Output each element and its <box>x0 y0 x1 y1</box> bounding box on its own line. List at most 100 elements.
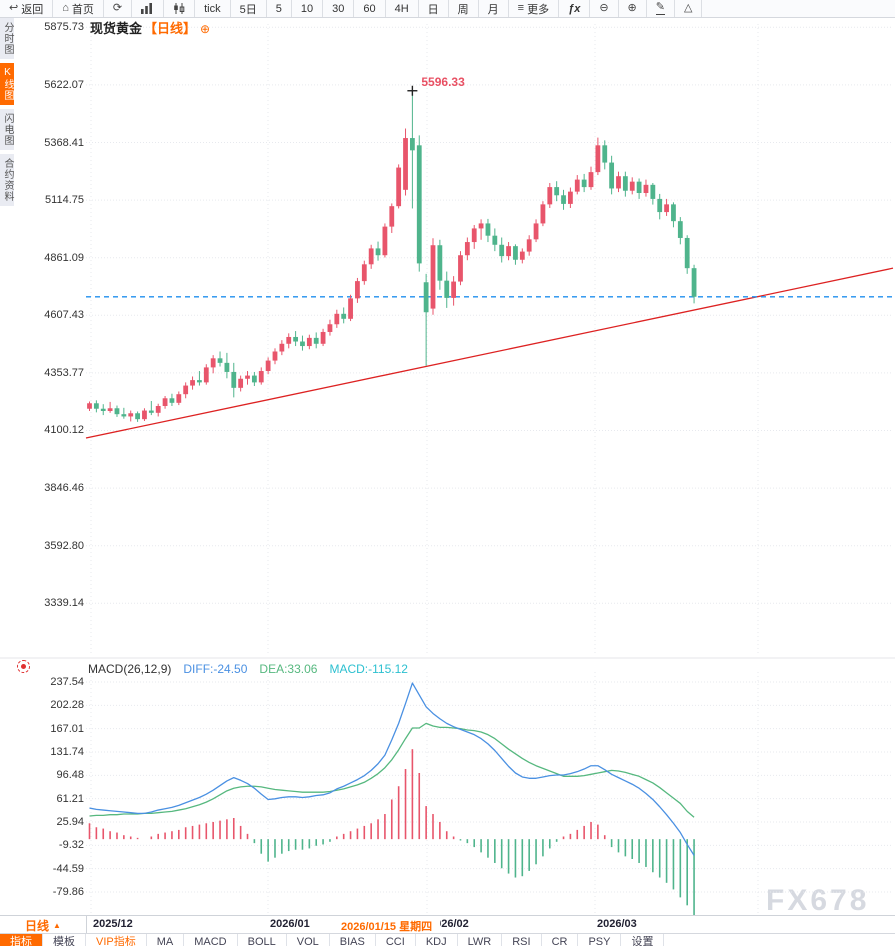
macd-header: MACD(26,12,9) DIFF:-24.50 DEA:33.06 MACD:-1… <box>88 662 420 676</box>
toolbar-item-tick[interactable]: tick <box>195 0 231 17</box>
toolbar-item-label: ƒx <box>568 2 581 15</box>
macd-tick-label: 202.28 <box>50 699 84 712</box>
indicator-tab-bar: 指标 模板 VIP指标 MA MACD BOLL VOL BIAS CCI KDJ LWR RSI CR… <box>0 933 895 946</box>
toolbar-item-label: 首页 <box>71 3 94 16</box>
refresh-icon: ⟳ <box>112 2 123 14</box>
sidebar-tab[interactable]: 闪电图 <box>0 109 14 150</box>
indicator-tab-LWR[interactable]: LWR <box>458 934 503 946</box>
toolbar-item-fx[interactable]: ƒx <box>559 0 591 17</box>
fx678-watermark: FX678 <box>766 884 870 917</box>
toolbar-item-label: 5 <box>275 2 282 15</box>
period-selector-label: 日线 <box>25 918 50 933</box>
price-tick-label: 3592.80 <box>44 539 84 552</box>
time-axis-row: 日线 ▲ 2025/12 2026/01 2026/02 2026/03 2026/0… <box>0 915 895 934</box>
pencil-icon: ✎ <box>655 1 665 15</box>
toolbar-item-label: 更多 <box>527 3 550 16</box>
add-overlay-icon[interactable]: ⊕ <box>200 22 211 36</box>
price-tick-label: 5875.73 <box>44 21 84 34</box>
toolbar-item-label: 10 <box>300 2 314 15</box>
selected-date-label: 2026/01/15 星期四 <box>341 918 441 934</box>
chart-title: 现货黄金 【日线】 ⊕ <box>90 18 210 37</box>
toolbar-item-week[interactable]: 周 <box>449 0 479 17</box>
toolbar-item-5m[interactable]: 5 <box>267 0 292 17</box>
sidebar-tab[interactable]: 合约资料 <box>0 154 14 206</box>
toolbar-item-more[interactable]: ≡ 更多 <box>509 0 560 17</box>
toolbar-item-column-chart[interactable] <box>132 0 165 17</box>
toolbar-item-label: 30 <box>332 2 345 15</box>
toolbar-item-home[interactable]: ⌂ 首页 <box>53 0 104 17</box>
toolbar-item-zoom-in[interactable]: ⊕ <box>619 0 647 17</box>
date-label: 2026/01 <box>270 918 310 930</box>
date-label: 2026/03 <box>597 918 637 930</box>
indicator-tab-模板[interactable]: 模板 <box>43 934 86 946</box>
toolbar-item-candlestick[interactable] <box>164 0 196 17</box>
date-label: 2025/12 <box>93 918 133 930</box>
symbol-name: 现货黄金 <box>90 21 143 36</box>
toolbar-item-draw[interactable]: ✎ <box>647 0 675 17</box>
candlestick-icon <box>173 3 185 14</box>
toolbar-item-10m[interactable]: 10 <box>292 0 324 17</box>
toolbar-item-label: 5日 <box>239 3 257 16</box>
macd-params: MACD(26,12,9) <box>88 662 172 676</box>
dea-value: DEA:33.06 <box>259 662 318 676</box>
toolbar-item-label: tick <box>204 2 221 15</box>
indicator-tab-PSY[interactable]: PSY <box>578 934 622 946</box>
indicator-tab-MA[interactable]: MA <box>147 934 185 946</box>
macd-tick-label: -44.59 <box>52 862 84 875</box>
high-price-annotation: 5596.33 <box>421 74 465 89</box>
zoom-in-icon: ⊕ <box>627 2 637 14</box>
indicator-tab-BIAS[interactable]: BIAS <box>330 934 376 946</box>
price-tick-label: 5622.07 <box>44 78 84 91</box>
macd-tick-label: 237.54 <box>50 676 84 688</box>
toolbar-item-5d[interactable]: 5日 <box>231 0 267 17</box>
toolbar-item-month[interactable]: 月 <box>479 0 509 17</box>
indicator-tab-VIP指标[interactable]: VIP指标 <box>86 934 147 946</box>
menu-icon: ≡ <box>517 2 525 14</box>
macd-value: MACD:-115.12 <box>329 662 408 676</box>
chart-type-sidebar: 分时图 K线图闪电图合约资料 <box>0 18 14 206</box>
sidebar-tab[interactable]: 分时图 <box>0 18 14 59</box>
toolbar-item-label: 返回 <box>21 3 44 16</box>
toolbar-item-30m[interactable]: 30 <box>323 0 355 17</box>
toolbar-item-refresh[interactable]: ⟳ <box>104 0 133 17</box>
top-toolbar: ↩ 返回 ⌂ 首页 ⟳ tick 5日 5 10 30 60 4H 日周月 ≡ 更多 ƒx ⊖ ⊕ ✎ △ <box>0 0 895 18</box>
macd-tick-label: 25.94 <box>56 815 84 828</box>
price-tick-label: 4100.12 <box>44 424 84 437</box>
macd-tick-label: -79.86 <box>52 885 84 898</box>
indicator-tab-BOLL[interactable]: BOLL <box>238 934 287 946</box>
indicator-tab-CCI[interactable]: CCI <box>376 934 416 946</box>
back-icon: ↩ <box>9 2 19 14</box>
toolbar-item-4h[interactable]: 4H <box>386 0 419 17</box>
indicator-settings-icon[interactable] <box>17 660 30 673</box>
indicator-tab-VOL[interactable]: VOL <box>287 934 330 946</box>
toolbar-item-60m[interactable]: 60 <box>354 0 386 17</box>
toolbar-item-zoom-out[interactable]: ⊖ <box>590 0 619 17</box>
toolbar-item-shapes[interactable]: △ <box>675 0 703 17</box>
sidebar-tab[interactable]: K线图 <box>0 63 14 105</box>
toolbar-item-label: 月 <box>487 3 499 16</box>
indicator-tab-KDJ[interactable]: KDJ <box>416 934 458 946</box>
indicator-tab-CR[interactable]: CR <box>542 934 579 946</box>
toolbar-item-day[interactable]: 日 <box>419 0 449 17</box>
indicator-tab-RSI[interactable]: RSI <box>502 934 542 946</box>
up-triangle-icon: ▲ <box>53 920 61 930</box>
zoom-out-icon: ⊖ <box>599 2 609 14</box>
macd-tick-label: 96.48 <box>56 769 84 782</box>
macd-tick-label: -9.32 <box>58 839 84 852</box>
toolbar-item-back[interactable]: ↩ 返回 <box>0 0 54 17</box>
toolbar-item-label: 4H <box>394 2 409 15</box>
indicator-tab-MACD[interactable]: MACD <box>184 934 238 946</box>
toolbar-item-label: 60 <box>363 2 376 15</box>
toolbar-item-label: 日 <box>427 3 439 16</box>
indicator-tab-指标[interactable]: 指标 <box>0 934 43 946</box>
indicator-tab-设置[interactable]: 设置 <box>621 934 665 946</box>
price-tick-label: 4607.43 <box>44 309 84 322</box>
column-chart-icon <box>141 3 154 14</box>
toolbar-item-label: 周 <box>457 3 469 16</box>
price-tick-label: 4861.09 <box>44 251 84 264</box>
diff-value: DIFF:-24.50 <box>183 662 248 676</box>
period-selector[interactable]: 日线 ▲ <box>0 916 87 934</box>
price-tick-label: 5114.75 <box>45 194 84 207</box>
